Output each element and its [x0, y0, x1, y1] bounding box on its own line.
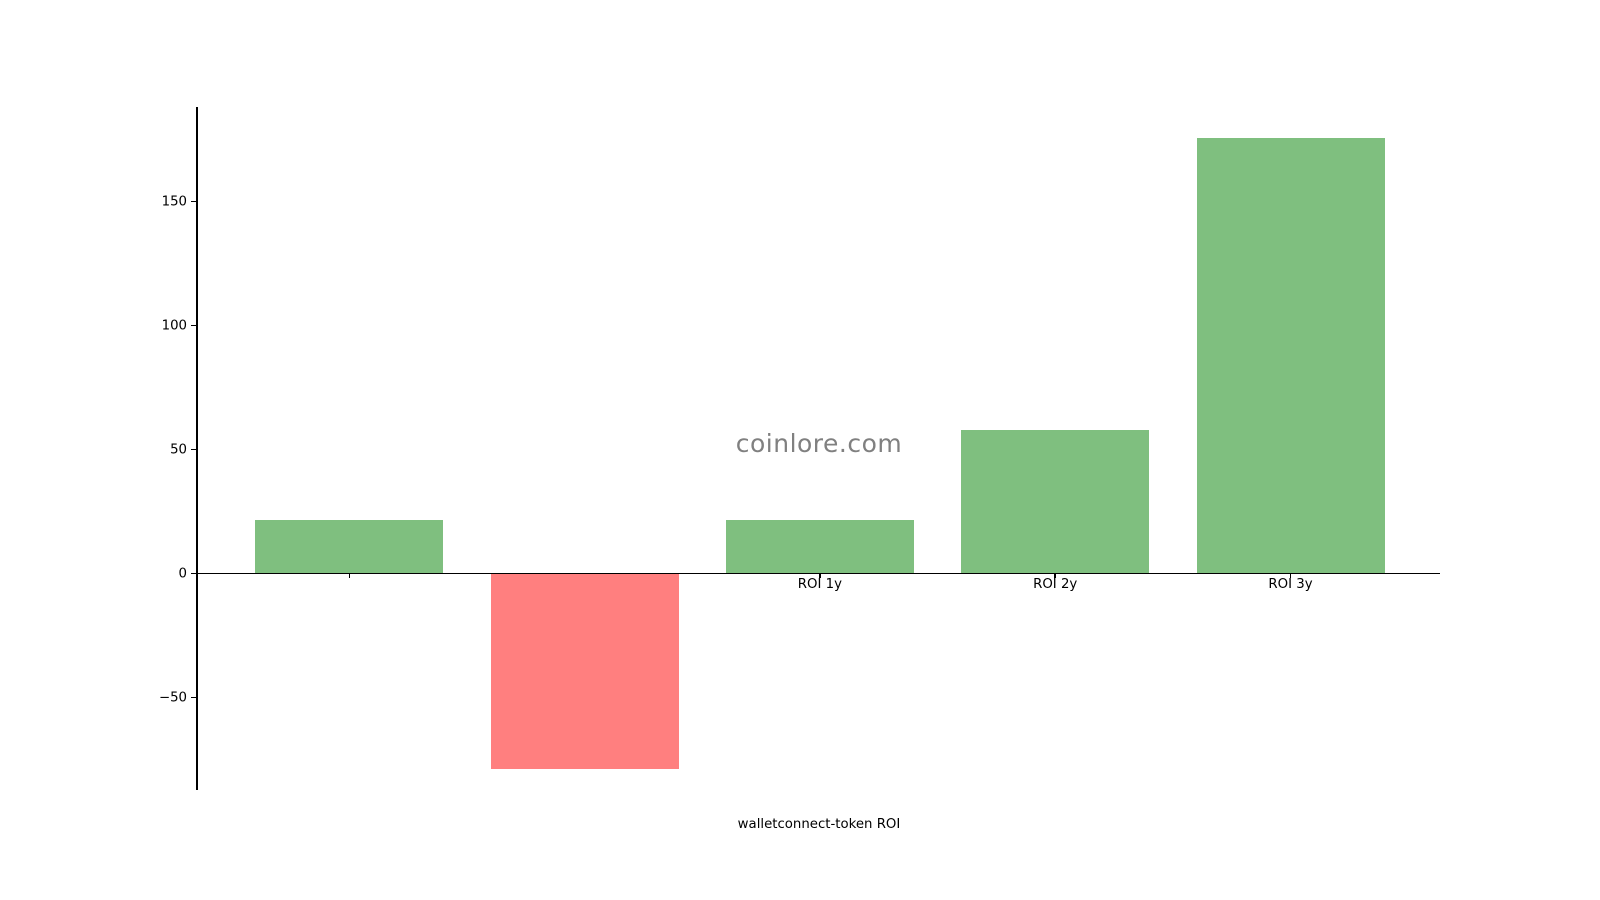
x-axis-title: walletconnect-token ROI: [737, 817, 901, 832]
x-tick-mark: [348, 573, 351, 578]
bar: [1196, 137, 1385, 574]
bar: [255, 520, 444, 574]
y-tick-label: 100: [161, 318, 187, 333]
x-tick-mark: [819, 573, 821, 578]
y-tick-label: −50: [158, 690, 187, 705]
y-tick-label: 0: [178, 566, 187, 581]
bar: [725, 520, 914, 574]
watermark-text: coinlore.com: [735, 429, 903, 458]
y-tick-mark: [191, 572, 196, 575]
y-tick-mark: [191, 324, 196, 327]
x-tick-mark: [1289, 573, 1292, 578]
y-axis-spine: [196, 107, 198, 790]
y-tick-mark: [191, 200, 196, 203]
x-tick-mark: [1054, 573, 1056, 578]
y-tick-mark: [191, 696, 196, 699]
bar: [490, 573, 679, 769]
x-axis-line: [196, 572, 1440, 575]
y-tick-mark: [191, 448, 196, 451]
x-tick-label: ROI 1y: [797, 577, 842, 592]
bar: [961, 429, 1150, 574]
x-tick-label: ROI 2y: [1033, 577, 1078, 592]
y-tick-label: 150: [161, 194, 187, 209]
y-tick-label: 50: [170, 442, 187, 457]
x-tick-label: ROI 3y: [1268, 577, 1313, 592]
